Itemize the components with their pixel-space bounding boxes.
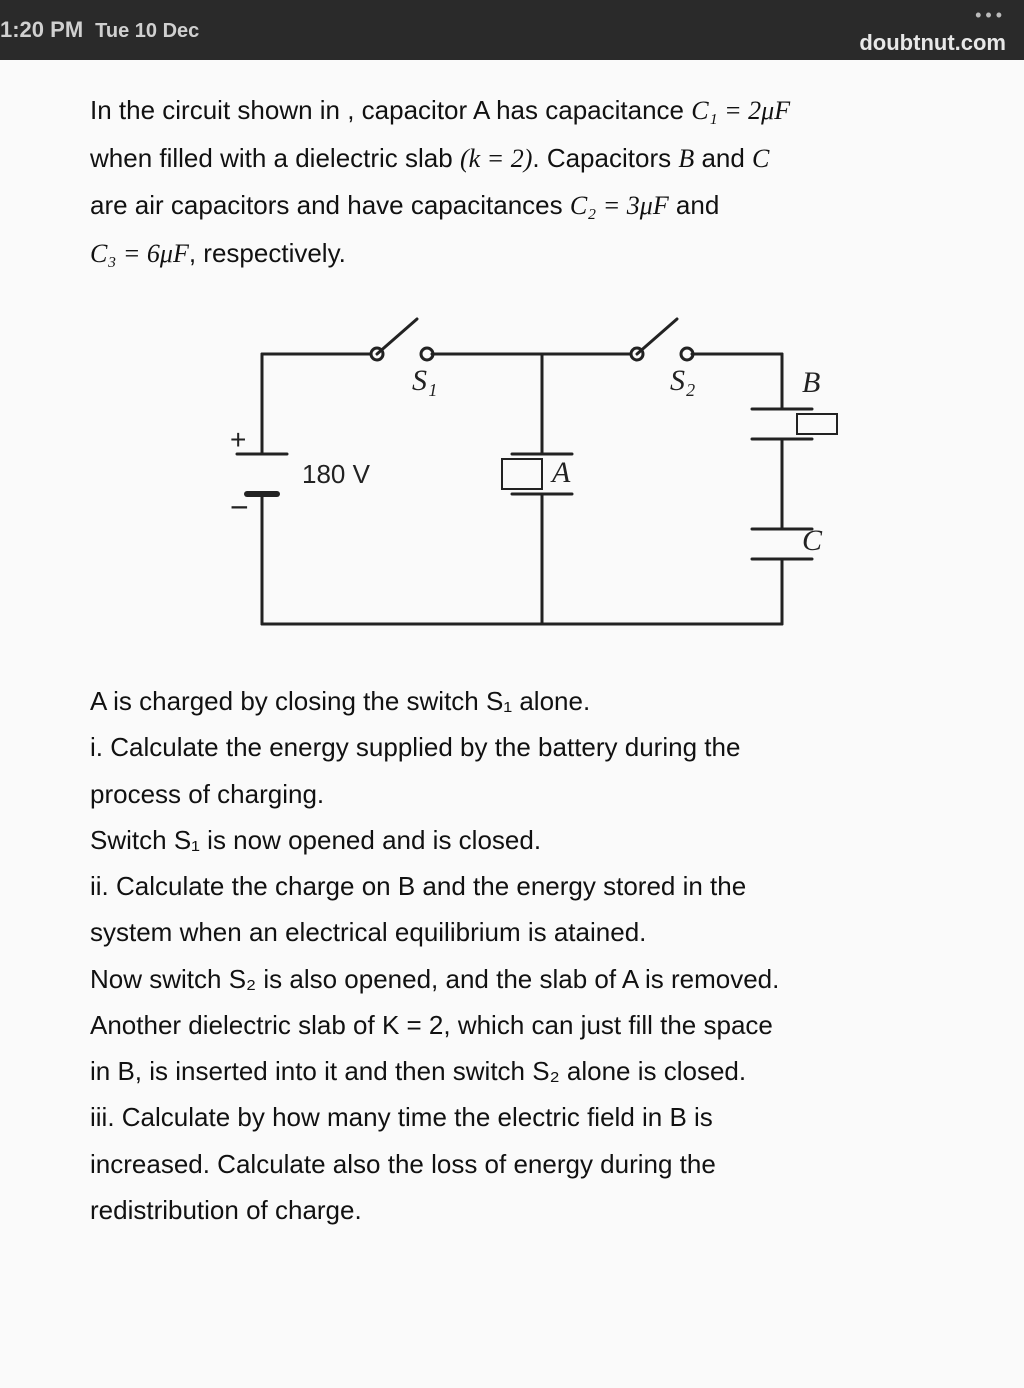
equation-K: K = 2 — [382, 1010, 443, 1040]
label-voltage: 180 V — [302, 459, 370, 490]
text: Another dielectric slab of — [90, 1010, 382, 1040]
more-icon: ••• — [975, 5, 1006, 26]
question-i-line1: i. Calculate the energy supplied by the … — [90, 724, 954, 770]
label-s2: S₂ — [670, 364, 695, 398]
question-ii-line2: system when an electrical equilibrium is… — [90, 909, 954, 955]
var-B: B — [678, 144, 694, 173]
text: . Capacitors — [532, 143, 678, 173]
status-date: Tue 10 Dec — [95, 20, 199, 43]
label-A: A — [552, 456, 570, 490]
text: In the circuit shown in , capacitor A ha… — [90, 95, 691, 125]
question-iii-line3: redistribution of charge. — [90, 1187, 954, 1233]
text: is now opened and is closed. — [200, 825, 541, 855]
label-B: B — [802, 366, 820, 400]
text: alone. — [512, 686, 590, 716]
text: A is charged by closing the switch — [90, 686, 486, 716]
text: alone is closed. — [560, 1056, 746, 1086]
text: is also opened, and the slab of A is rem… — [256, 964, 779, 994]
label-s1: S₁ — [412, 364, 437, 398]
circuit-diagram: S₁ S₂ A B C 180 V + − — [202, 294, 842, 664]
text: when filled with a dielectric slab — [90, 143, 460, 173]
questions-block: A is charged by closing the switch S₁ al… — [90, 678, 954, 1233]
question-ii-line1: ii. Calculate the charge on B and the en… — [90, 863, 954, 909]
status-bar: 1:20 PM Tue 10 Dec ••• doubtnut.com — [0, 0, 1024, 60]
equation-k: (k = 2) — [460, 144, 532, 173]
text: are air capacitors and have capacitances — [90, 190, 570, 220]
equation-c2: C₂ = 3μF — [570, 191, 669, 220]
var-C: C — [752, 144, 769, 173]
label-C: C — [802, 524, 822, 558]
text: , which can just fill the space — [443, 1010, 773, 1040]
text: and — [669, 190, 720, 220]
label-minus: − — [230, 489, 249, 526]
text: , respectively. — [189, 238, 346, 268]
question-i-line2: process of charging. — [90, 771, 954, 817]
text: and — [694, 143, 752, 173]
site-domain: doubtnut.com — [859, 30, 1006, 56]
equation-c1: C₁ = 2μF — [691, 96, 790, 125]
equation-c3: C₃ = 6μF — [90, 239, 189, 268]
text: Now switch — [90, 964, 229, 994]
label-plus: + — [230, 424, 246, 456]
circuit-svg — [202, 294, 842, 664]
status-time: 1:20 PM — [0, 17, 83, 43]
var-s1: S₁ — [486, 686, 512, 716]
var-s1b: S₁ — [174, 825, 200, 855]
question-iii-line1: iii. Calculate by how many time the elec… — [90, 1094, 954, 1140]
text: in B, is inserted into it and then switc… — [90, 1056, 532, 1086]
statusbar-right: ••• doubtnut.com — [859, 5, 1006, 56]
text: Switch — [90, 825, 174, 855]
var-s2b: S₂ — [532, 1056, 559, 1086]
statusbar-left: 1:20 PM Tue 10 Dec — [0, 17, 199, 43]
problem-statement: In the circuit shown in , capacitor A ha… — [90, 88, 954, 276]
page-content: In the circuit shown in , capacitor A ha… — [0, 60, 1024, 1388]
question-iii-line2: increased. Calculate also the loss of en… — [90, 1141, 954, 1187]
var-s2: S₂ — [229, 964, 256, 994]
